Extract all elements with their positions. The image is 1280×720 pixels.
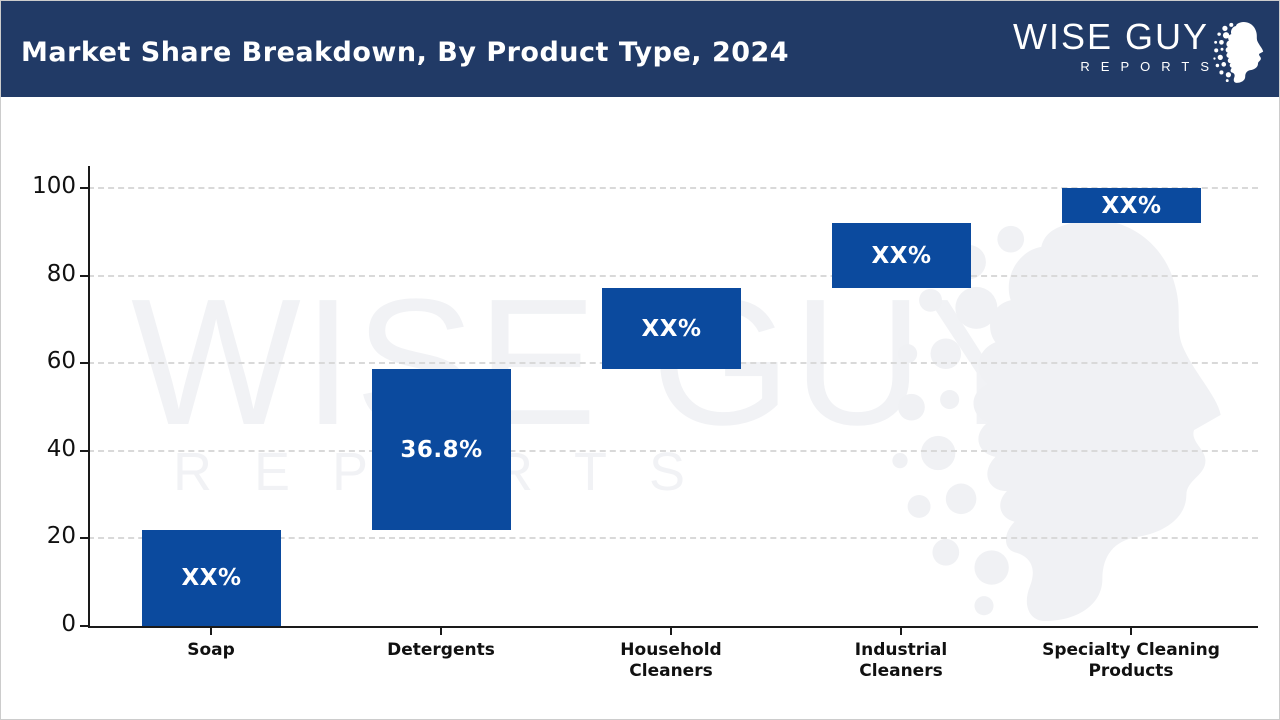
gridline-100 xyxy=(88,187,1258,189)
x-tick-mark-4 xyxy=(1130,628,1132,635)
y-tick-mark-100 xyxy=(80,187,88,189)
y-tick-mark-20 xyxy=(80,537,88,539)
header-band: Market Share Breakdown, By Product Type,… xyxy=(1,1,1279,97)
category-label-1: Detergents xyxy=(387,640,495,660)
y-tick-mark-60 xyxy=(80,362,88,364)
category-label-0: Soap xyxy=(187,640,235,660)
gridline-20 xyxy=(88,537,1258,539)
y-tick-label-80: 80 xyxy=(46,261,76,287)
bar-detergents: 36.8% xyxy=(372,369,511,530)
x-tick-mark-2 xyxy=(670,628,672,635)
y-tick-label-100: 100 xyxy=(32,173,76,199)
y-tick-label-40: 40 xyxy=(46,436,76,462)
bar-value-label: XX% xyxy=(1101,192,1162,219)
x-tick-mark-1 xyxy=(440,628,442,635)
gridline-40 xyxy=(88,450,1258,452)
bar-value-label: XX% xyxy=(871,242,932,269)
bar-value-label: 36.8% xyxy=(400,436,483,463)
y-axis-line xyxy=(88,166,90,628)
brand-logo-text: WISE GUY REPORTS xyxy=(1013,17,1209,74)
category-label-3: Industrial Cleaners xyxy=(854,640,948,682)
bar-specialty-cleaning-products: XX% xyxy=(1062,188,1201,223)
bar-soap: XX% xyxy=(142,530,281,626)
bar-value-label: XX% xyxy=(181,565,242,591)
bar-household-cleaners: XX% xyxy=(602,288,741,369)
category-label-2: Household Cleaners xyxy=(620,640,722,682)
y-tick-label-60: 60 xyxy=(46,348,76,374)
brand-head-icon xyxy=(1211,11,1269,95)
x-axis-line xyxy=(88,626,1258,628)
y-tick-label-20: 20 xyxy=(46,523,76,549)
gridline-80 xyxy=(88,275,1258,277)
y-tick-label-0: 0 xyxy=(61,611,76,637)
bar-value-label: XX% xyxy=(641,315,702,342)
x-tick-mark-0 xyxy=(210,628,212,635)
y-tick-mark-0 xyxy=(80,625,88,627)
y-tick-mark-40 xyxy=(80,450,88,452)
watermark-head-icon xyxy=(873,201,1263,625)
bar-industrial-cleaners: XX% xyxy=(832,223,971,288)
category-label-4: Specialty Cleaning Products xyxy=(1042,640,1220,682)
brand-subname: REPORTS xyxy=(1080,58,1220,74)
brand-name: WISE GUY xyxy=(1012,16,1209,57)
brand-logo: WISE GUY REPORTS xyxy=(1013,7,1265,93)
chart-title: Market Share Breakdown, By Product Type,… xyxy=(21,37,790,68)
y-tick-mark-80 xyxy=(80,275,88,277)
x-tick-mark-3 xyxy=(900,628,902,635)
